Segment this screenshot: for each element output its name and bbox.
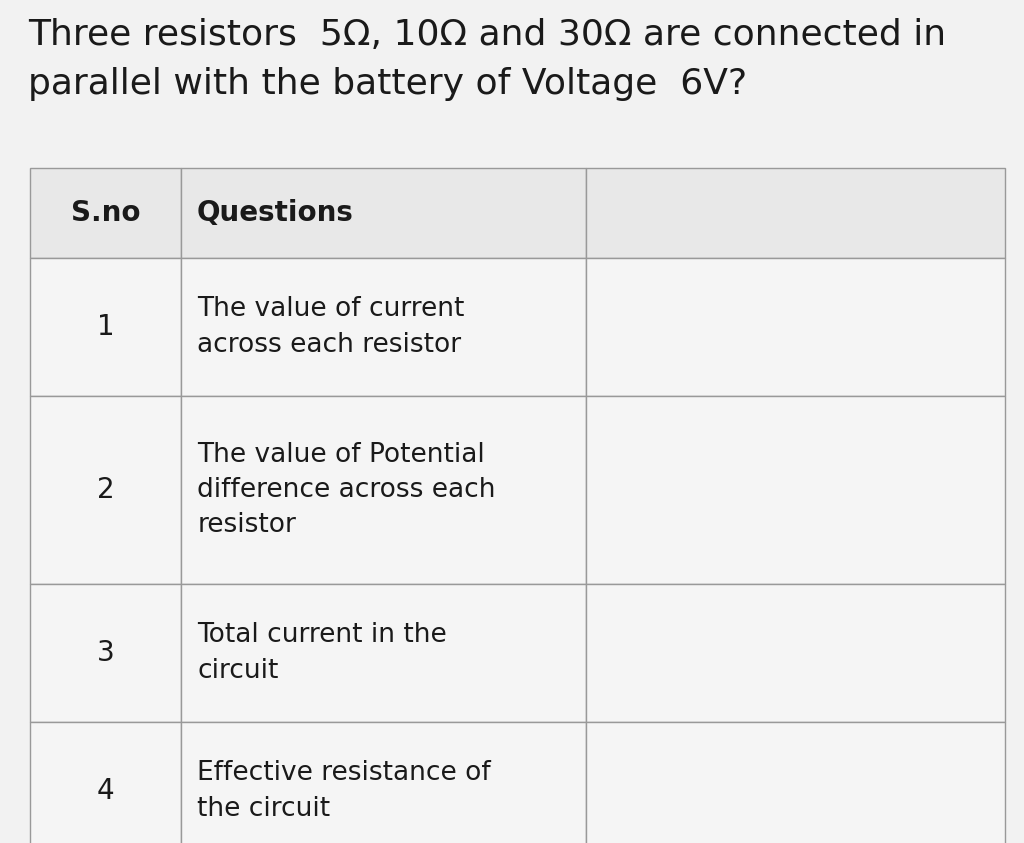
Bar bbox=[586, 584, 1005, 722]
Text: The value of current
across each resistor: The value of current across each resisto… bbox=[198, 297, 465, 357]
Bar bbox=[181, 722, 586, 843]
Bar bbox=[30, 584, 181, 722]
Bar bbox=[181, 168, 586, 258]
Bar bbox=[30, 258, 181, 396]
Text: Total current in the
circuit: Total current in the circuit bbox=[198, 622, 446, 684]
Text: 1: 1 bbox=[96, 313, 115, 341]
Bar bbox=[181, 258, 586, 396]
Bar bbox=[30, 722, 181, 843]
Text: Questions: Questions bbox=[198, 199, 354, 227]
Bar bbox=[181, 396, 586, 584]
Text: Three resistors  5Ω, 10Ω and 30Ω are connected in
parallel with the battery of V: Three resistors 5Ω, 10Ω and 30Ω are conn… bbox=[28, 18, 946, 101]
Bar bbox=[586, 722, 1005, 843]
Text: 2: 2 bbox=[96, 476, 115, 504]
Text: 4: 4 bbox=[96, 777, 115, 805]
Text: The value of Potential
difference across each
resistor: The value of Potential difference across… bbox=[198, 442, 496, 538]
Text: S.no: S.no bbox=[71, 199, 140, 227]
Bar bbox=[586, 168, 1005, 258]
Bar bbox=[586, 396, 1005, 584]
Bar bbox=[181, 584, 586, 722]
Bar bbox=[586, 258, 1005, 396]
Bar bbox=[30, 396, 181, 584]
Bar bbox=[30, 168, 181, 258]
Text: 3: 3 bbox=[96, 639, 115, 667]
Text: Effective resistance of
the circuit: Effective resistance of the circuit bbox=[198, 760, 490, 821]
